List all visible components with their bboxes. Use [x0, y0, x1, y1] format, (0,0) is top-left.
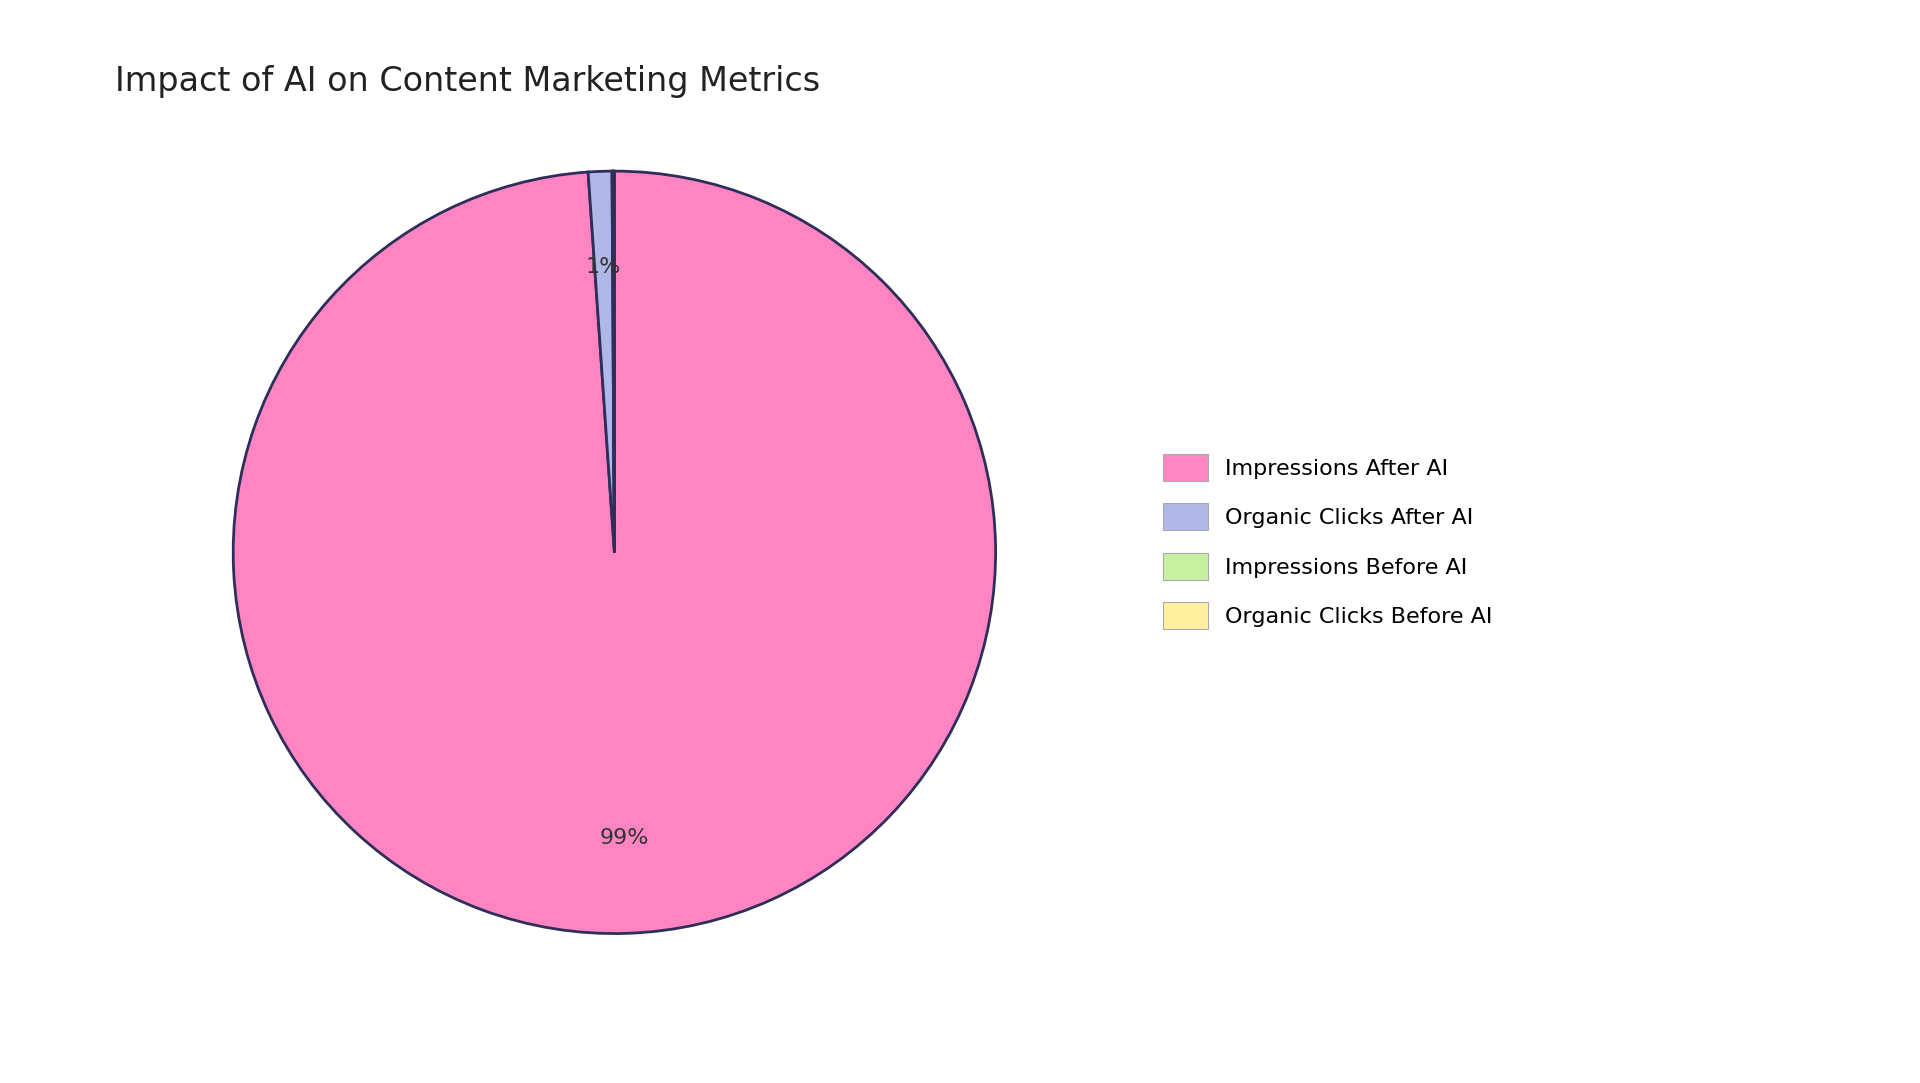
- Text: 99%: 99%: [599, 828, 649, 848]
- Wedge shape: [612, 171, 614, 552]
- Text: 1%: 1%: [586, 257, 622, 276]
- Wedge shape: [588, 171, 614, 552]
- Legend: Impressions After AI, Organic Clicks After AI, Impressions Before AI, Organic Cl: Impressions After AI, Organic Clicks Aft…: [1164, 454, 1492, 629]
- Text: Impact of AI on Content Marketing Metrics: Impact of AI on Content Marketing Metric…: [115, 65, 820, 97]
- Wedge shape: [232, 171, 996, 934]
